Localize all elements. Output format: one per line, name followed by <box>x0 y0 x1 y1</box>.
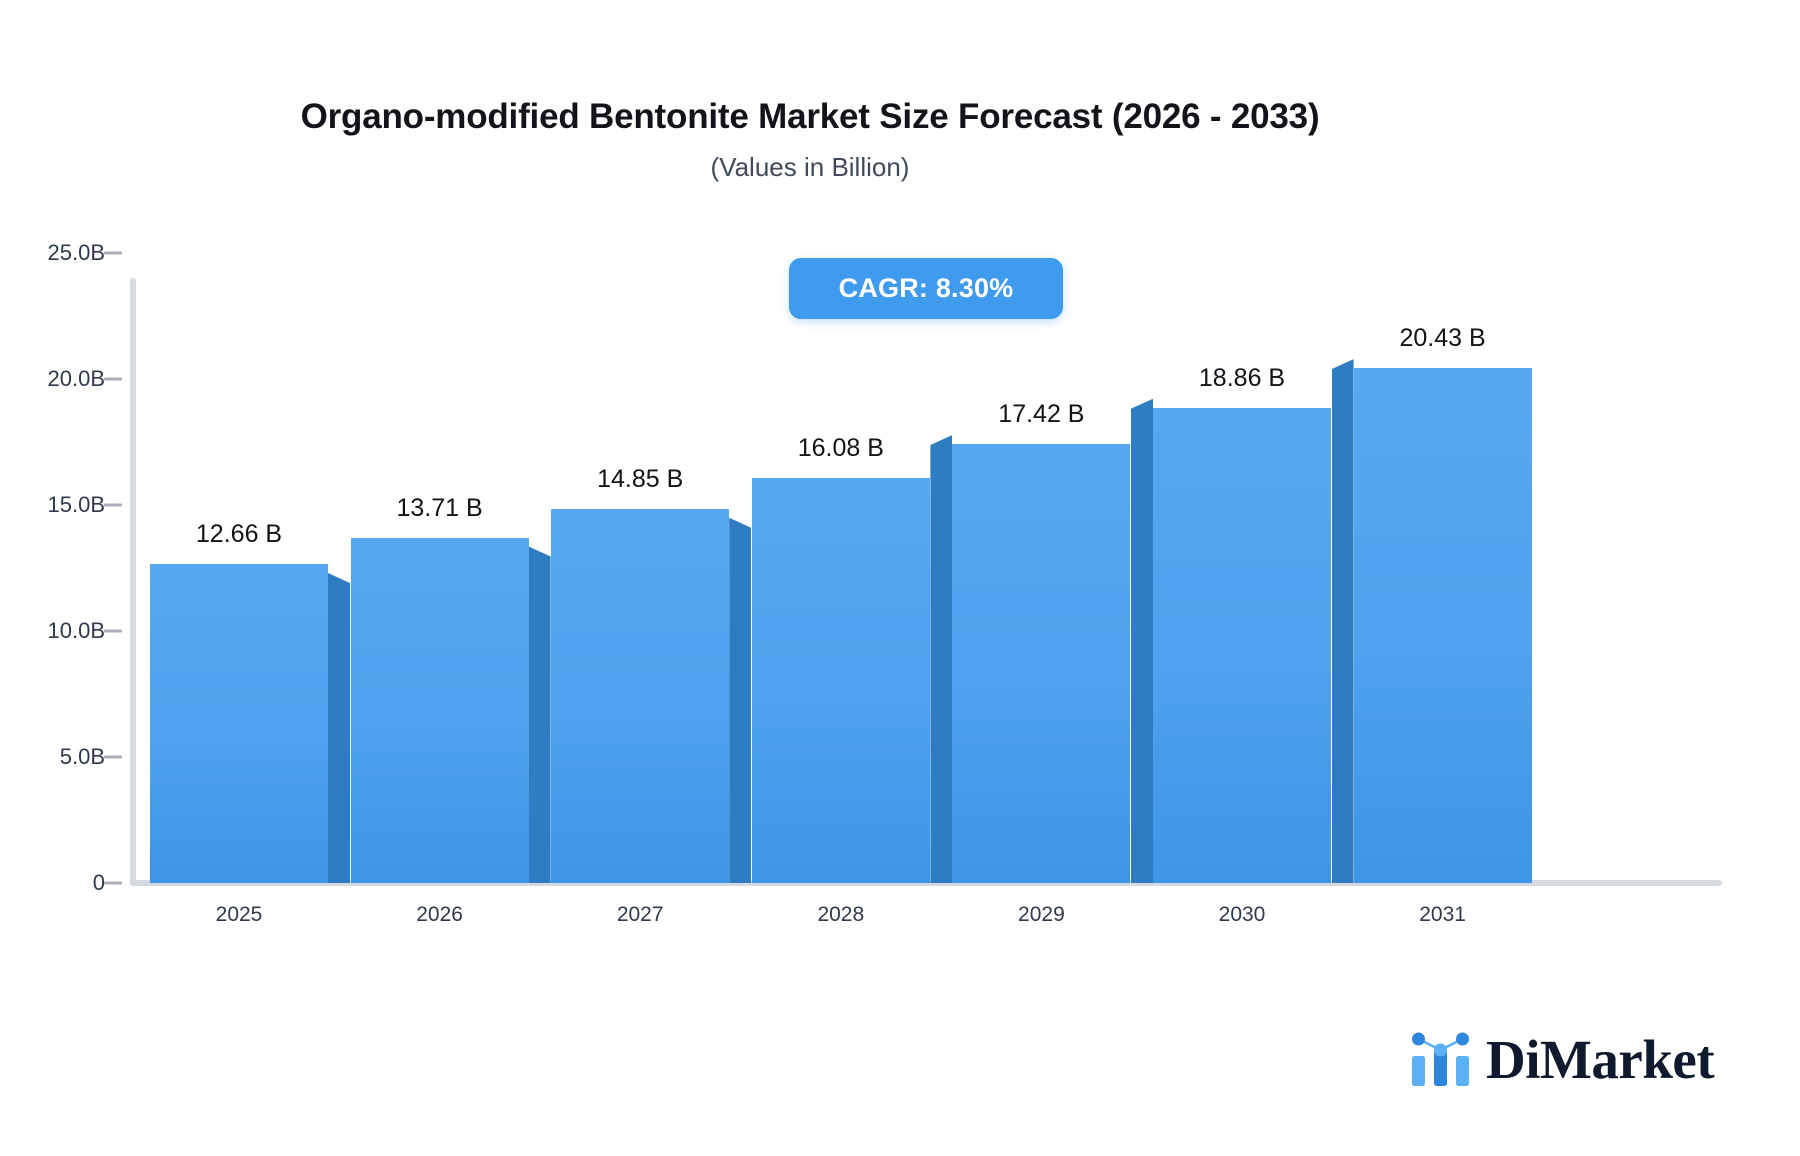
bar-value-label: 16.08 B <box>797 433 884 462</box>
bar-value-label: 17.42 B <box>998 400 1085 429</box>
bar-value-label: 18.86 B <box>1198 363 1286 392</box>
y-axis-tick-label: 5.0B <box>59 744 105 769</box>
x-axis-tick-label: 2025 <box>215 903 263 926</box>
y-axis-tick-mark <box>104 755 122 759</box>
bar-side-face <box>528 546 551 883</box>
logo-wordmark: DiMarket <box>1486 1028 1715 1090</box>
y-axis-tick-label: 0 <box>92 870 105 895</box>
bar-side-face <box>328 572 350 883</box>
bar-value-label: 12.66 B <box>195 519 283 548</box>
y-axis-tick-label: 15.0B <box>47 492 106 517</box>
x-axis-tick-label: 2028 <box>817 903 865 926</box>
bar-side-face <box>729 517 752 883</box>
bar-front-face[interactable] <box>551 508 730 883</box>
chart-subtitle: (Values in Billion) <box>710 152 910 182</box>
x-axis-tick-label: 2029 <box>1018 903 1065 926</box>
bar-value-label: 14.85 B <box>597 464 684 493</box>
bar-value-label: 20.43 B <box>1399 324 1486 353</box>
y-axis-tick-mark <box>104 377 122 381</box>
y-axis-line <box>130 278 136 886</box>
cagr-badge-label: CAGR: 8.30% <box>838 273 1014 303</box>
bar-front-face[interactable] <box>150 563 328 883</box>
y-axis-tick-label: 25.0B <box>47 240 106 265</box>
y-axis-tick-label: 10.0B <box>47 618 106 643</box>
bar-chart-logo-icon <box>1412 1032 1469 1086</box>
y-axis-tick-label: 20.0B <box>47 366 106 391</box>
x-axis-tick-label: 2030 <box>1218 903 1266 926</box>
y-axis-tick-mark <box>104 503 122 507</box>
x-axis-tick-label: 2031 <box>1419 903 1466 926</box>
y-axis-tick-mark <box>104 629 122 633</box>
bar-side-face <box>1131 398 1153 883</box>
bar-side-face <box>1331 359 1354 883</box>
page-title: Organo-modified Bentonite Market Size Fo… <box>300 97 1320 136</box>
x-axis-line <box>130 880 1722 886</box>
bar-front-face[interactable] <box>751 477 930 883</box>
bar-front-face[interactable] <box>952 444 1131 883</box>
x-axis-tick-label: 2027 <box>616 903 664 926</box>
chart-title-block: Organo-modified Bentonite Market Size Fo… <box>0 96 1620 183</box>
plot-area: 25.0B 20.0B 15.0B 10.0B 5.0B 0 12.66 B 2025 13.7… <box>47 240 1722 926</box>
bar-side-face <box>930 435 953 883</box>
y-axis-tick-mark <box>104 251 122 255</box>
bar-value-label: 13.71 B <box>396 493 483 522</box>
dimarket-logo: DiMarket <box>1410 1028 1715 1090</box>
bar-front-face[interactable] <box>1353 368 1532 883</box>
x-axis-tick-label: 2026 <box>416 903 463 926</box>
bar-front-face[interactable] <box>1153 407 1331 883</box>
cagr-badge: CAGR: 8.30% <box>789 258 1063 319</box>
y-axis-tick-mark <box>104 881 122 885</box>
bar-front-face[interactable] <box>350 537 529 883</box>
